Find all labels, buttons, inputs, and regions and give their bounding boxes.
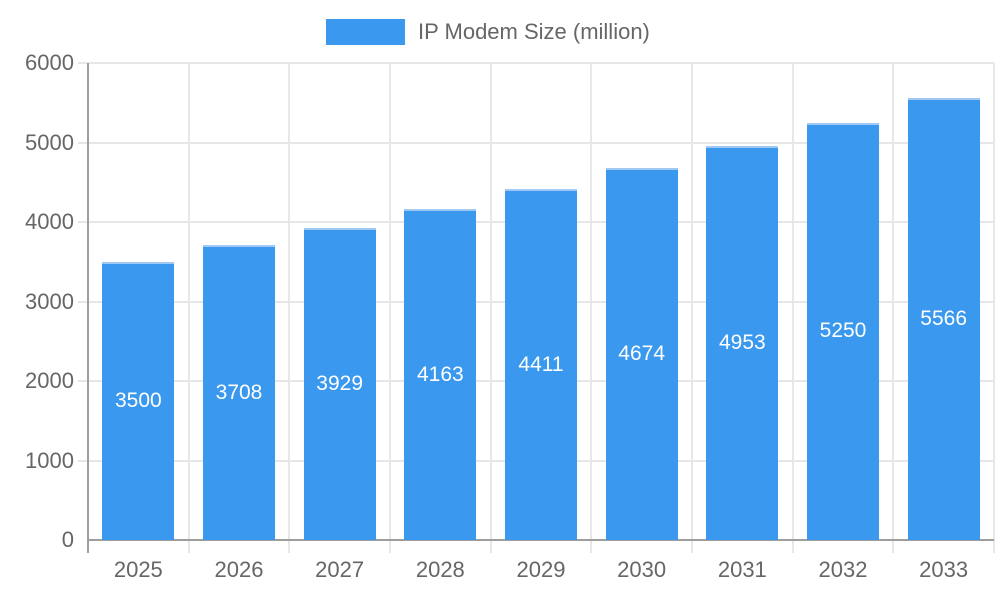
x-axis-tick	[590, 540, 593, 553]
legend[interactable]: IP Modem Size (million)	[326, 19, 650, 45]
x-gridline	[590, 63, 593, 540]
bar-2025[interactable]	[102, 261, 175, 540]
x-axis-tick-label: 2032	[818, 557, 868, 582]
x-gridline	[791, 63, 794, 540]
x-axis-tick-label: 2031	[717, 557, 767, 582]
y-axis-tick-label: 5000	[25, 129, 74, 155]
y-axis-tick-label: 1000	[25, 447, 74, 473]
x-axis-tick-label: 2029	[516, 557, 566, 582]
bar-2032[interactable]	[807, 122, 879, 540]
x-gridline	[187, 63, 190, 540]
bar-2028[interactable]	[404, 209, 477, 540]
x-axis-tick	[288, 540, 291, 553]
x-axis-tick-label: 2027	[315, 557, 365, 582]
x-axis-tick	[87, 540, 89, 553]
legend-label: IP Modem Size (million)	[418, 19, 650, 44]
bar-2027[interactable]	[303, 227, 376, 540]
y-axis-tick-label: 6000	[25, 50, 74, 75]
x-gridline	[993, 63, 995, 540]
x-gridline	[489, 63, 492, 540]
bar-2029[interactable]	[505, 189, 577, 540]
x-gridline	[389, 63, 391, 540]
x-axis-tick	[389, 540, 391, 553]
x-axis-tick-label: 2028	[415, 557, 465, 582]
x-gridline	[691, 63, 693, 540]
x-axis-tick-label: 2033	[919, 557, 969, 582]
x-axis-tick-label: 2026	[214, 557, 264, 582]
legend-swatch	[326, 19, 405, 45]
x-axis-tick-label: 2030	[617, 557, 667, 582]
y-axis-tick-label: 3000	[25, 288, 74, 314]
x-axis-tick-label: 2025	[113, 557, 163, 582]
x-axis-line	[87, 539, 994, 541]
y-gridline	[78, 62, 994, 64]
x-axis-tick	[187, 540, 190, 553]
y-axis-tick-label: 4000	[25, 209, 74, 234]
bar-2033[interactable]	[907, 97, 980, 540]
y-axis-tick-label: 2000	[25, 368, 74, 393]
x-gridline	[288, 63, 291, 540]
y-gridline	[78, 141, 994, 144]
x-axis-tick	[993, 540, 995, 553]
bar-2026[interactable]	[203, 245, 275, 540]
x-axis-tick	[791, 540, 794, 553]
x-gridline	[892, 63, 895, 540]
x-axis-tick	[489, 540, 492, 553]
bar-2030[interactable]	[605, 168, 678, 540]
bar-2031[interactable]	[706, 146, 779, 540]
y-axis-tick-label: 0	[61, 527, 74, 552]
x-axis-tick	[691, 540, 693, 553]
x-axis-tick	[892, 540, 895, 553]
y-axis-line	[87, 63, 89, 540]
